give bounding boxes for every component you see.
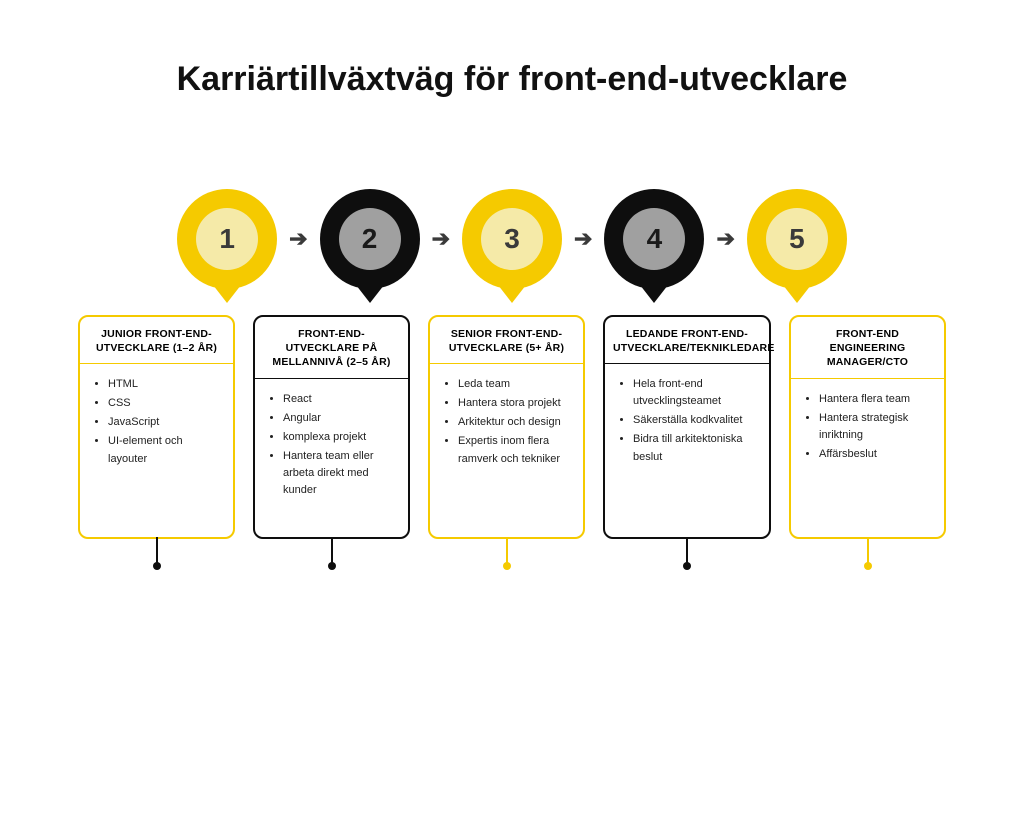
card-bullet: Arkitektur och design — [458, 414, 571, 431]
card-bullet: HTML — [108, 376, 221, 393]
cards-row: JUNIOR FRONT-END-UTVECKLARE (1–2 ÅR)HTML… — [0, 315, 1024, 539]
card-bullet: React — [283, 391, 396, 408]
step-pin-2: 2 — [320, 189, 420, 289]
card-stem-icon — [156, 537, 158, 565]
card-stem-icon — [686, 537, 688, 565]
card-body: React Angular komplexa projekt Hantera team… — [255, 379, 408, 537]
card-bullet: Säkerställa kodkvalitet — [633, 412, 757, 429]
card-bullet: UI-element och layouter — [108, 433, 221, 467]
step-pin-inner-2: 2 — [339, 208, 401, 270]
step-card-3: SENIOR FRONT-END-UTVECKLARE (5+ ÅR)Leda … — [428, 315, 585, 539]
card-bullet: Hantera strategisk inriktning — [819, 410, 932, 444]
pin-tail-icon — [640, 285, 668, 303]
card-bullet: JavaScript — [108, 414, 221, 431]
card-stem-icon — [331, 537, 333, 565]
step-card-2: FRONT-END-UTVECKLARE PÅ MELLANNIVÅ (2–5 … — [253, 315, 410, 539]
step-card-1: JUNIOR FRONT-END-UTVECKLARE (1–2 ÅR)HTML… — [78, 315, 235, 539]
arrow-icon: ➔ — [432, 226, 450, 252]
card-stem-dot-icon — [864, 562, 872, 570]
card-title: LEDANDE FRONT-END-UTVECKLARE/TEKNIKLEDAR… — [605, 317, 769, 364]
card-bullet: Expertis inom flera ramverk och tekniker — [458, 433, 571, 467]
card-body: Leda team Hantera stora projekt Arkitektur… — [430, 364, 583, 522]
card-title: FRONT-END ENGINEERING MANAGER/CTO — [791, 317, 944, 379]
card-body: HTML CSS JavaScript UI-element och layouter — [80, 364, 233, 522]
card-stem-dot-icon — [328, 562, 336, 570]
card-body: Hantera flera team Hantera strategisk inr… — [791, 379, 944, 537]
card-bullet: Hantera team eller arbeta direkt med kun… — [283, 448, 396, 499]
page-title: Karriärtillväxtväg för front-end-utveckl… — [0, 60, 1024, 99]
card-bullet: Hantera stora projekt — [458, 395, 571, 412]
card-stem-icon — [867, 537, 869, 565]
card-title: JUNIOR FRONT-END-UTVECKLARE (1–2 ÅR) — [80, 317, 233, 364]
card-title: FRONT-END-UTVECKLARE PÅ MELLANNIVÅ (2–5 … — [255, 317, 408, 379]
card-bullet: CSS — [108, 395, 221, 412]
pin-tail-icon — [498, 285, 526, 303]
card-bullet: Angular — [283, 410, 396, 427]
arrow-icon: ➔ — [289, 226, 307, 252]
step-pin-inner-5: 5 — [766, 208, 828, 270]
pin-tail-icon — [783, 285, 811, 303]
card-bullet: komplexa projekt — [283, 429, 396, 446]
card-bullet: Bidra till arkitektoniska beslut — [633, 431, 757, 465]
card-bullet: Affärsbeslut — [819, 446, 932, 463]
step-pin-inner-4: 4 — [623, 208, 685, 270]
pin-row: 1 ➔ 2 ➔ 3 ➔ 4 ➔ 5 — [0, 189, 1024, 289]
step-pin-1: 1 — [177, 189, 277, 289]
step-card-4: LEDANDE FRONT-END-UTVECKLARE/TEKNIKLEDAR… — [603, 315, 771, 539]
card-stem-dot-icon — [153, 562, 161, 570]
pin-tail-icon — [213, 285, 241, 303]
step-pin-inner-1: 1 — [196, 208, 258, 270]
arrow-icon: ➔ — [716, 226, 734, 252]
card-bullet: Leda team — [458, 376, 571, 393]
card-stem-dot-icon — [503, 562, 511, 570]
step-card-5: FRONT-END ENGINEERING MANAGER/CTOHantera… — [789, 315, 946, 539]
step-pin-inner-3: 3 — [481, 208, 543, 270]
card-title: SENIOR FRONT-END-UTVECKLARE (5+ ÅR) — [430, 317, 583, 364]
card-body: Hela front-end utvecklingsteamet Säkerstä… — [605, 364, 769, 522]
card-stem-dot-icon — [683, 562, 691, 570]
step-pin-3: 3 — [462, 189, 562, 289]
step-pin-4: 4 — [604, 189, 704, 289]
card-bullet: Hela front-end utvecklingsteamet — [633, 376, 757, 410]
step-pin-5: 5 — [747, 189, 847, 289]
pin-tail-icon — [356, 285, 384, 303]
card-stem-icon — [506, 537, 508, 565]
card-bullet: Hantera flera team — [819, 391, 932, 408]
arrow-icon: ➔ — [574, 226, 592, 252]
